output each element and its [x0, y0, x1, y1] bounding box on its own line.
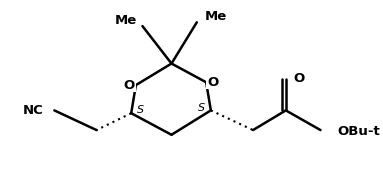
Text: Me: Me [204, 10, 226, 23]
Text: S: S [137, 105, 144, 115]
Text: S: S [198, 103, 205, 113]
Text: O: O [293, 72, 304, 85]
Text: Me: Me [115, 14, 137, 27]
Text: OBu-t: OBu-t [337, 125, 380, 138]
Text: NC: NC [22, 104, 43, 117]
Text: O: O [207, 76, 218, 89]
Text: O: O [124, 79, 135, 92]
